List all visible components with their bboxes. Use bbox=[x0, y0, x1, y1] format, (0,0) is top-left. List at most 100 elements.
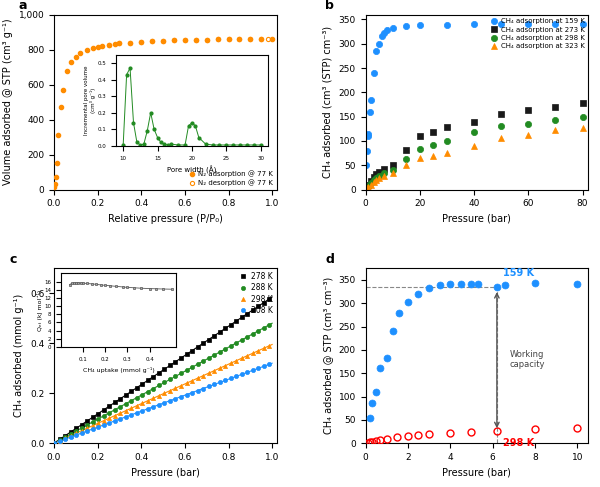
Line: CH₄ adsorption at 298 K: CH₄ adsorption at 298 K bbox=[363, 113, 586, 192]
288 K bbox=[221, 346, 229, 352]
N₂ desorption @ 77 K bbox=[192, 37, 199, 43]
Y-axis label: Volume adsorbed @ STP (cm³ g⁻¹): Volume adsorbed @ STP (cm³ g⁻¹) bbox=[3, 19, 13, 186]
308 K bbox=[95, 424, 102, 430]
288 K bbox=[150, 386, 157, 392]
N₂ adsorption @ 77 K bbox=[98, 43, 106, 49]
N₂ adsorption @ 77 K bbox=[105, 42, 112, 48]
298 K bbox=[238, 356, 245, 361]
Line: 298 K: 298 K bbox=[52, 344, 271, 445]
Text: 159 K: 159 K bbox=[503, 267, 535, 278]
298 K bbox=[78, 428, 85, 433]
Text: c: c bbox=[10, 253, 17, 266]
N₂ adsorption @ 77 K bbox=[59, 87, 67, 93]
278 K bbox=[161, 366, 168, 372]
Text: a: a bbox=[19, 0, 27, 12]
278 K bbox=[194, 344, 201, 350]
278 K bbox=[200, 340, 207, 346]
CH₄ adsorption at 298 K bbox=[389, 167, 396, 173]
278 K bbox=[116, 396, 124, 402]
CH₄ adsorption at 323 K bbox=[363, 186, 370, 191]
298 K bbox=[216, 365, 223, 371]
278 K bbox=[183, 352, 190, 357]
288 K bbox=[133, 394, 140, 400]
278 K bbox=[67, 429, 74, 435]
N₂ adsorption @ 77 K bbox=[257, 36, 265, 42]
CH₄ adsorption at 159 K bbox=[363, 148, 370, 153]
CH₄ adsorption at 159 K bbox=[364, 133, 371, 139]
308 K bbox=[116, 416, 124, 422]
278 K bbox=[266, 296, 273, 302]
CH₄ adsorption at 323 K bbox=[389, 170, 396, 176]
288 K bbox=[155, 383, 163, 389]
308 K bbox=[216, 379, 223, 385]
288 K bbox=[78, 425, 85, 431]
278 K bbox=[255, 303, 262, 309]
298 K bbox=[150, 395, 157, 401]
Y-axis label: CH₄ adsorbed (mmol g⁻¹): CH₄ adsorbed (mmol g⁻¹) bbox=[14, 294, 25, 417]
CH₄ adsorption at 298 K bbox=[443, 138, 451, 144]
298 K bbox=[266, 343, 273, 349]
CH₄ adsorption at 159 K bbox=[470, 21, 478, 27]
N₂ adsorption @ 77 K bbox=[83, 47, 91, 53]
298 K bbox=[249, 350, 256, 356]
N₂ adsorption @ 77 K bbox=[170, 37, 178, 43]
288 K bbox=[139, 392, 146, 397]
N₂ adsorption @ 77 K bbox=[127, 39, 134, 45]
308 K bbox=[67, 434, 74, 440]
288 K bbox=[50, 440, 58, 446]
278 K bbox=[221, 325, 229, 331]
Line: CH₄ adsorption at 159 K: CH₄ adsorption at 159 K bbox=[363, 21, 586, 169]
CH₄ adsorption at 323 K bbox=[525, 131, 532, 137]
298 K bbox=[61, 435, 68, 441]
N₂ adsorption @ 77 K bbox=[94, 44, 101, 50]
298 K bbox=[255, 348, 262, 354]
CH₄ adsorption at 298 K bbox=[430, 142, 437, 148]
278 K bbox=[150, 374, 157, 379]
288 K bbox=[111, 407, 118, 412]
308 K bbox=[83, 428, 91, 434]
CH₄ adsorption at 298 K bbox=[381, 170, 388, 176]
308 K bbox=[144, 406, 151, 412]
278 K bbox=[73, 426, 80, 431]
288 K bbox=[188, 364, 196, 370]
CH₄ adsorption at 159 K bbox=[552, 21, 559, 27]
288 K bbox=[205, 355, 212, 361]
CH₄ adsorption at 298 K bbox=[579, 114, 586, 120]
CH₄ adsorption at 273 K bbox=[370, 174, 377, 180]
298 K bbox=[133, 403, 140, 409]
N₂ desorption @ 77 K bbox=[127, 39, 134, 45]
Line: N₂ desorption @ 77 K: N₂ desorption @ 77 K bbox=[106, 37, 270, 47]
N₂ desorption @ 77 K bbox=[257, 36, 265, 42]
CH₄ adsorption at 273 K bbox=[367, 178, 374, 184]
298 K bbox=[144, 398, 151, 404]
CH₄ adsorption at 159 K bbox=[389, 25, 396, 31]
N₂ desorption @ 77 K bbox=[137, 39, 145, 45]
CH₄ adsorption at 323 K bbox=[497, 134, 505, 140]
N₂ adsorption @ 77 K bbox=[68, 59, 75, 65]
CH₄ adsorption at 323 K bbox=[367, 182, 374, 187]
278 K bbox=[56, 436, 63, 442]
Text: Working
capacity: Working capacity bbox=[509, 350, 545, 369]
CH₄ adsorption at 273 K bbox=[403, 147, 410, 152]
CH₄ adsorption at 159 K bbox=[383, 27, 391, 33]
308 K bbox=[89, 426, 96, 432]
CH₄ adsorption at 273 K bbox=[470, 119, 478, 125]
Legend: N₂ adsorption @ 77 K, N₂ desorption @ 77 K: N₂ adsorption @ 77 K, N₂ desorption @ 77… bbox=[188, 170, 273, 186]
CH₄ adsorption at 323 K bbox=[381, 173, 388, 179]
308 K bbox=[56, 438, 63, 444]
278 K bbox=[238, 315, 245, 320]
298 K bbox=[122, 408, 130, 413]
278 K bbox=[111, 399, 118, 405]
N₂ desorption @ 77 K bbox=[225, 37, 232, 42]
288 K bbox=[83, 422, 91, 428]
CH₄ adsorption at 323 K bbox=[373, 177, 380, 183]
308 K bbox=[183, 392, 190, 397]
288 K bbox=[61, 434, 68, 440]
278 K bbox=[133, 385, 140, 391]
308 K bbox=[178, 393, 185, 399]
CH₄ adsorption at 298 K bbox=[525, 121, 532, 127]
288 K bbox=[244, 334, 251, 340]
X-axis label: Pressure (bar): Pressure (bar) bbox=[442, 214, 511, 224]
Line: CH₄ adsorption at 323 K: CH₄ adsorption at 323 K bbox=[363, 125, 586, 192]
288 K bbox=[100, 413, 107, 419]
